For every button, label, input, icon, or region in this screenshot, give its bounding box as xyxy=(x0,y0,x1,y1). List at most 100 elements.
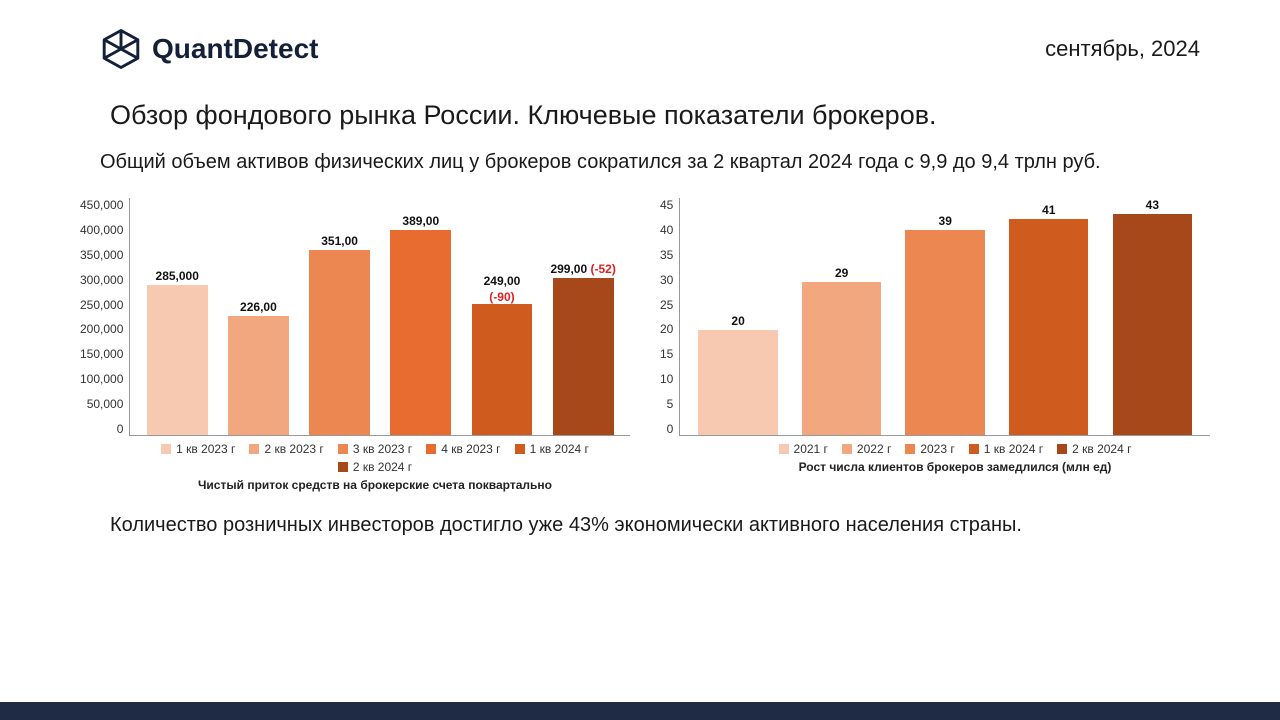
y-tick: 350,000 xyxy=(80,248,123,262)
y-tick: 25 xyxy=(660,298,673,312)
legend-item: 2 кв 2024 г xyxy=(1057,442,1131,456)
bar xyxy=(147,285,208,435)
legend-item: 2 кв 2023 г xyxy=(249,442,323,456)
chart1-y-axis: 450,000400,000350,000300,000250,000200,0… xyxy=(80,198,129,436)
bar-column: 39 xyxy=(898,198,991,435)
bar xyxy=(390,230,451,435)
legend-item: 1 кв 2024 г xyxy=(969,442,1043,456)
chart1-plot: 285,000 226,00 351,00 389,00 249,00 (-90) 299… xyxy=(129,198,630,436)
bar-column: 226,00 xyxy=(223,198,295,435)
y-tick: 100,000 xyxy=(80,372,123,386)
legend-item: 2021 г xyxy=(779,442,828,456)
y-tick: 50,000 xyxy=(87,397,124,411)
y-tick: 0 xyxy=(667,422,674,436)
footer-text: Количество розничных инвесторов достигло… xyxy=(0,492,1280,537)
y-tick: 15 xyxy=(660,347,673,361)
chart2-caption: Рост числа клиентов брокеров замедлился … xyxy=(660,460,1210,474)
legend-item: 2 кв 2024 г xyxy=(338,460,412,474)
legend-swatch xyxy=(969,444,979,454)
chart-net-inflow: 450,000400,000350,000300,000250,000200,0… xyxy=(80,198,630,492)
bar-column: 29 xyxy=(795,198,888,435)
legend-item: 4 кв 2023 г xyxy=(426,442,500,456)
brand-logo: QuantDetect xyxy=(100,28,318,70)
legend-label: 2 кв 2024 г xyxy=(353,460,412,474)
bar-value-label: 20 xyxy=(731,314,744,328)
bar-column: 285,000 xyxy=(141,198,213,435)
bar-value-label: 29 xyxy=(835,266,848,280)
chart-clients-growth: 454035302520151050 2029394143 2021 г2022… xyxy=(660,198,1210,492)
legend-swatch xyxy=(161,444,171,454)
y-tick: 40 xyxy=(660,223,673,237)
y-tick: 20 xyxy=(660,322,673,336)
legend-swatch xyxy=(1057,444,1067,454)
y-tick: 30 xyxy=(660,273,673,287)
legend-swatch xyxy=(779,444,789,454)
page-subtitle: Общий объем активов физических лиц у бро… xyxy=(0,131,1280,176)
legend-swatch xyxy=(338,462,348,472)
legend-label: 2 кв 2023 г xyxy=(264,442,323,456)
legend-item: 3 кв 2023 г xyxy=(338,442,412,456)
bar-value-label: 39 xyxy=(939,214,952,228)
bar xyxy=(228,316,289,435)
legend-item: 1 кв 2024 г xyxy=(515,442,589,456)
legend-item: 1 кв 2023 г xyxy=(161,442,235,456)
charts-row: 450,000400,000350,000300,000250,000200,0… xyxy=(0,176,1280,492)
chart1-legend: 1 кв 2023 г 2 кв 2023 г 3 кв 2023 г 4 кв 20… xyxy=(80,442,630,474)
bar xyxy=(905,230,984,435)
y-tick: 300,000 xyxy=(80,273,123,287)
bottom-bar xyxy=(0,702,1280,720)
bar-value-label: 226,00 xyxy=(240,300,277,314)
bar-annotation: (-52) xyxy=(591,262,616,276)
page-title: Обзор фондового рынка России. Ключевые п… xyxy=(0,70,1280,131)
bar-column: 389,00 xyxy=(385,198,457,435)
bar-value-label: 285,000 xyxy=(156,269,199,283)
bar-value-label: 299,00 (-52) xyxy=(550,262,615,276)
y-tick: 250,000 xyxy=(80,298,123,312)
chart1-caption: Чистый приток средств на брокерские счет… xyxy=(80,478,630,492)
bar-value-label: 389,00 xyxy=(402,214,439,228)
legend-item: 2023 г xyxy=(905,442,954,456)
legend-swatch xyxy=(842,444,852,454)
bar xyxy=(553,278,614,435)
legend-swatch xyxy=(905,444,915,454)
bar xyxy=(698,330,777,435)
bar xyxy=(802,282,881,435)
legend-label: 2 кв 2024 г xyxy=(1072,442,1131,456)
chart2-y-axis: 454035302520151050 xyxy=(660,198,679,436)
legend-label: 2023 г xyxy=(920,442,954,456)
y-tick: 200,000 xyxy=(80,322,123,336)
bar-column: 249,00 (-90) xyxy=(466,198,538,435)
legend-item: 2022 г xyxy=(842,442,891,456)
bar-column: 299,00 (-52) xyxy=(547,198,619,435)
header: QuantDetect сентябрь, 2024 xyxy=(0,0,1280,70)
bar xyxy=(472,304,533,435)
legend-label: 1 кв 2024 г xyxy=(530,442,589,456)
bar-annotation: (-90) xyxy=(489,290,514,304)
legend-swatch xyxy=(249,444,259,454)
legend-label: 4 кв 2023 г xyxy=(441,442,500,456)
bar-value-label: 41 xyxy=(1042,203,1055,217)
bar xyxy=(1009,219,1088,435)
y-tick: 400,000 xyxy=(80,223,123,237)
y-tick: 0 xyxy=(117,422,124,436)
chart2-legend: 2021 г 2022 г 2023 г 1 кв 2024 г 2 кв 2024 г xyxy=(660,442,1210,456)
legend-label: 2022 г xyxy=(857,442,891,456)
legend-label: 2021 г xyxy=(794,442,828,456)
brand-name: QuantDetect xyxy=(152,33,318,65)
bar-column: 43 xyxy=(1106,198,1199,435)
legend-label: 1 кв 2024 г xyxy=(984,442,1043,456)
bar-column: 41 xyxy=(1002,198,1095,435)
bar xyxy=(309,250,370,435)
legend-label: 3 кв 2023 г xyxy=(353,442,412,456)
legend-swatch xyxy=(338,444,348,454)
bar-value-label: 249,00 xyxy=(484,274,521,288)
bar-value-label: 351,00 xyxy=(321,234,358,248)
y-tick: 150,000 xyxy=(80,347,123,361)
legend-label: 1 кв 2023 г xyxy=(176,442,235,456)
chart2-plot: 20 29 39 41 43 xyxy=(679,198,1210,436)
bar-value-label: 43 xyxy=(1146,198,1159,212)
y-tick: 35 xyxy=(660,248,673,262)
y-tick: 45 xyxy=(660,198,673,212)
legend-swatch xyxy=(426,444,436,454)
cube-icon xyxy=(100,28,142,70)
